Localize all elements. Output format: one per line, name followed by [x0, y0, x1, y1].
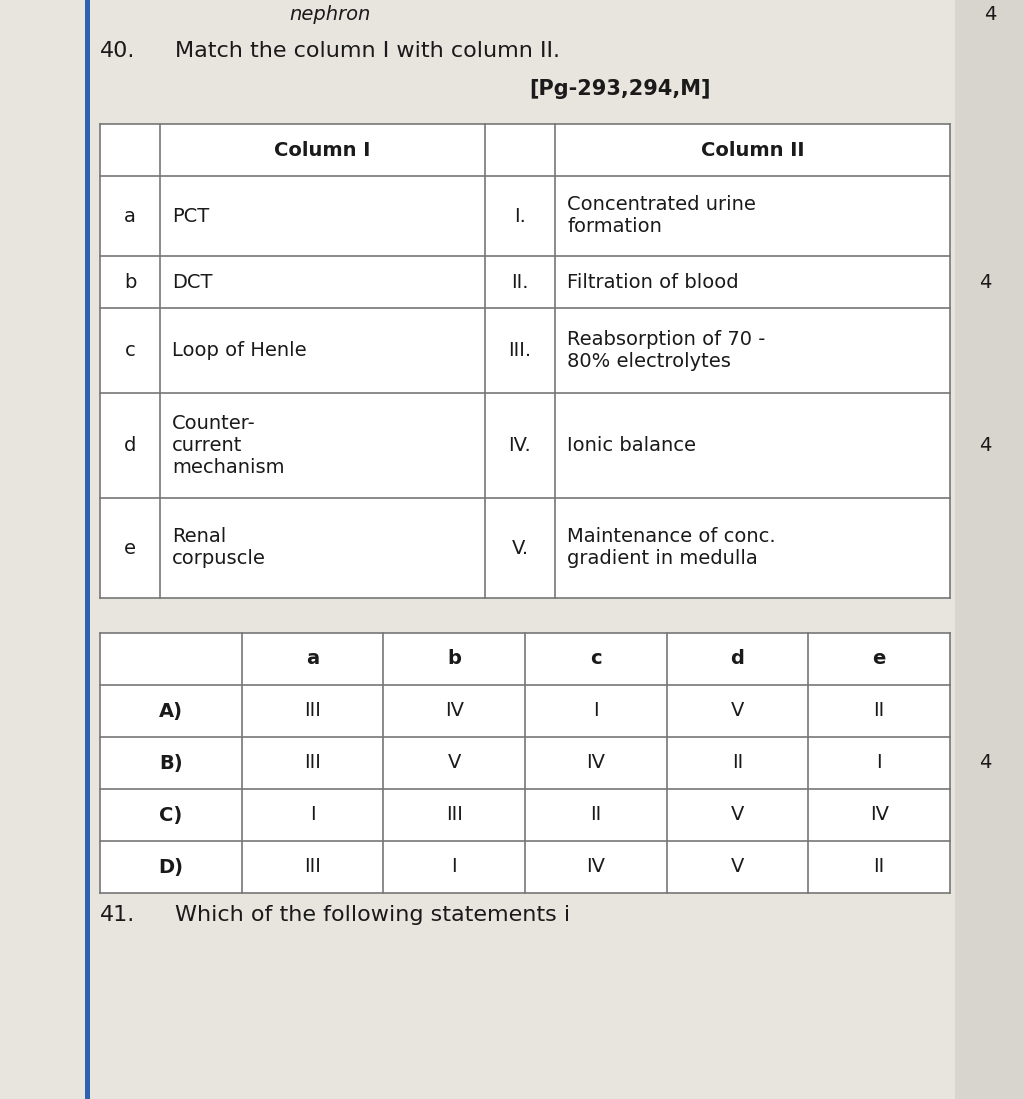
Text: III: III	[445, 806, 463, 824]
Text: IV: IV	[587, 857, 605, 877]
Bar	[100, 633, 950, 893]
Text: V.: V.	[511, 539, 528, 557]
Bar	[85, 0, 90, 1099]
Text: I: I	[452, 857, 457, 877]
Text: II: II	[873, 857, 885, 877]
Text: III.: III.	[509, 341, 531, 360]
Text: d: d	[730, 650, 744, 668]
Text: IV.: IV.	[509, 436, 531, 455]
Text: Column I: Column I	[274, 141, 371, 159]
Text: III: III	[304, 701, 321, 721]
Text: II.: II.	[511, 273, 528, 291]
Text: Renal
corpuscle: Renal corpuscle	[172, 528, 266, 568]
Text: III: III	[304, 857, 321, 877]
Text: Loop of Henle: Loop of Henle	[172, 341, 306, 360]
Text: b: b	[447, 650, 461, 668]
Text: I.: I.	[514, 207, 526, 225]
Text: PCT: PCT	[172, 207, 209, 225]
Text: nephron: nephron	[290, 4, 371, 23]
Text: C): C)	[159, 806, 182, 824]
Text: Filtration of blood: Filtration of blood	[567, 273, 738, 291]
Text: I: I	[877, 754, 882, 773]
Text: a: a	[306, 650, 319, 668]
Text: III: III	[304, 754, 321, 773]
Text: V: V	[447, 754, 461, 773]
Text: 40.: 40.	[100, 41, 135, 62]
Text: Which of the following statements i: Which of the following statements i	[175, 904, 570, 925]
Text: V: V	[731, 857, 744, 877]
Text: IV: IV	[587, 754, 605, 773]
Text: Maintenance of conc.
gradient in medulla: Maintenance of conc. gradient in medulla	[567, 528, 775, 568]
Bar	[955, 0, 1024, 1099]
Text: b: b	[124, 273, 136, 291]
Text: I: I	[309, 806, 315, 824]
Text: Reabsorption of 70 -
80% electrolytes: Reabsorption of 70 - 80% electrolytes	[567, 330, 765, 371]
Text: 4: 4	[979, 436, 991, 455]
Text: IV: IV	[444, 701, 464, 721]
Text: A): A)	[159, 701, 183, 721]
Text: 4: 4	[979, 754, 991, 773]
Text: e: e	[872, 650, 886, 668]
Text: a: a	[124, 207, 136, 225]
Text: d: d	[124, 436, 136, 455]
Text: Match the column I with column II.: Match the column I with column II.	[175, 41, 560, 62]
Text: V: V	[731, 806, 744, 824]
Text: c: c	[125, 341, 135, 360]
Text: V: V	[731, 701, 744, 721]
Text: I: I	[593, 701, 599, 721]
Text: B): B)	[159, 754, 182, 773]
Text: DCT: DCT	[172, 273, 213, 291]
Text: 4: 4	[984, 4, 996, 23]
Text: 41.: 41.	[100, 904, 135, 925]
Text: II: II	[590, 806, 601, 824]
Bar	[100, 124, 950, 598]
Text: Column II: Column II	[700, 141, 804, 159]
Text: IV: IV	[869, 806, 889, 824]
Text: Ionic balance: Ionic balance	[567, 436, 696, 455]
Text: Counter-
current
mechanism: Counter- current mechanism	[172, 414, 285, 477]
Text: [Pg-293,294,M]: [Pg-293,294,M]	[529, 79, 711, 99]
Text: Concentrated urine
formation: Concentrated urine formation	[567, 196, 756, 236]
Text: e: e	[124, 539, 136, 557]
Text: D): D)	[159, 857, 183, 877]
Text: II: II	[873, 701, 885, 721]
Text: c: c	[590, 650, 602, 668]
Text: 4: 4	[979, 273, 991, 291]
Text: II: II	[732, 754, 743, 773]
